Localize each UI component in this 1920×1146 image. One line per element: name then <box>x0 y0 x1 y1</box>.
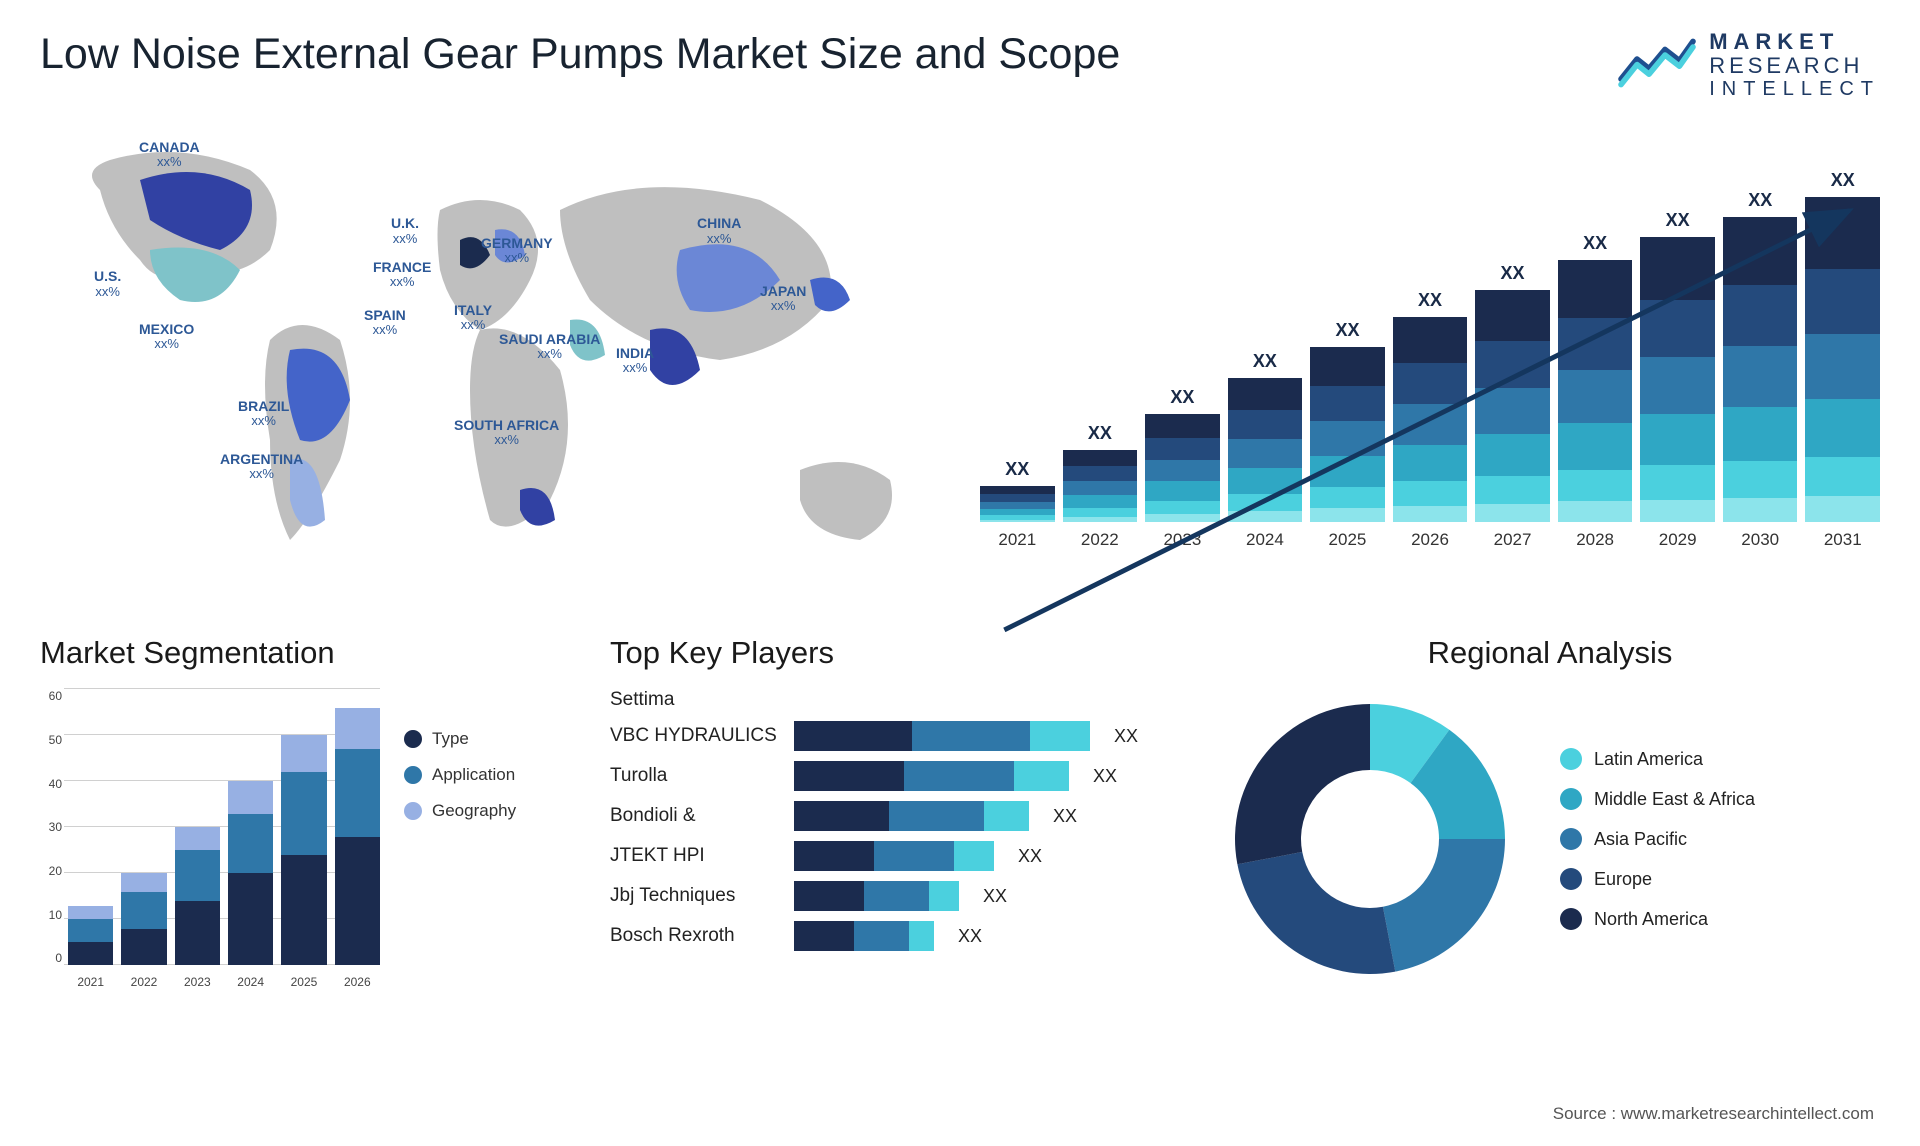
growth-bar: XX2021 <box>980 459 1055 550</box>
regional-legend-item: Europe <box>1560 868 1755 890</box>
brand-logo: MARKET RESEARCH INTELLECT <box>1617 30 1880 100</box>
player-row: Bosch RexrothXX <box>610 921 1170 951</box>
segmentation-legend-item: Application <box>404 765 516 785</box>
segmentation-title: Market Segmentation <box>40 635 560 671</box>
growth-bar-chart: XX2021XX2022XX2023XX2024XX2025XX2026XX20… <box>980 120 1880 600</box>
map-country-label: MEXICOxx% <box>139 322 194 352</box>
top-key-players-panel: Top Key Players Settima VBC HYDRAULICSXX T… <box>610 635 1170 989</box>
growth-bar: XX2028 <box>1558 233 1633 550</box>
source-attribution: Source : www.marketresearchintellect.com <box>1553 1104 1874 1124</box>
map-country-label: U.K.xx% <box>391 216 419 246</box>
player-row: Settima <box>610 689 1170 711</box>
logo-mark-icon <box>1617 33 1697 98</box>
growth-bar: XX2029 <box>1640 210 1715 550</box>
player-row: VBC HYDRAULICSXX <box>610 721 1170 751</box>
regional-legend-item: Middle East & Africa <box>1560 788 1755 810</box>
segmentation-bar-chart: 6050403020100 202120222023202420252026 <box>40 689 380 989</box>
map-country-label: ITALYxx% <box>454 303 492 333</box>
logo-text: MARKET RESEARCH INTELLECT <box>1709 30 1880 100</box>
growth-bar: XX2023 <box>1145 387 1220 550</box>
map-country-label: SAUDI ARABIAxx% <box>499 332 600 362</box>
player-row: JTEKT HPIXX <box>610 841 1170 871</box>
map-country-label: CANADAxx% <box>139 140 200 170</box>
growth-bar: XX2027 <box>1475 263 1550 550</box>
map-country-label: GERMANYxx% <box>481 236 553 266</box>
segmentation-legend: Type Application Geography <box>404 689 516 989</box>
regional-title: Regional Analysis <box>1220 635 1880 671</box>
segmentation-legend-item: Geography <box>404 801 516 821</box>
growth-bar: XX2022 <box>1063 423 1138 550</box>
donut-slice <box>1237 852 1395 974</box>
map-country-label: U.S.xx% <box>94 269 121 299</box>
regional-legend-item: North America <box>1560 908 1755 930</box>
map-country-label: JAPANxx% <box>760 284 806 314</box>
regional-legend-item: Latin America <box>1560 748 1755 770</box>
map-country-label: SOUTH AFRICAxx% <box>454 418 559 448</box>
player-row: Bondioli &XX <box>610 801 1170 831</box>
map-country-label: CHINAxx% <box>697 216 741 246</box>
growth-bar: XX2031 <box>1805 170 1880 550</box>
map-country-label: FRANCExx% <box>373 260 431 290</box>
growth-bar: XX2025 <box>1310 320 1385 550</box>
growth-bar: XX2026 <box>1393 290 1468 550</box>
map-country-label: SPAINxx% <box>364 308 406 338</box>
regional-analysis-panel: Regional Analysis Latin America Middle Ea… <box>1220 635 1880 989</box>
donut-slice <box>1235 704 1370 864</box>
map-country-label: ARGENTINAxx% <box>220 452 303 482</box>
players-title: Top Key Players <box>610 635 1170 671</box>
map-country-label: INDIAxx% <box>616 346 654 376</box>
growth-bar: XX2024 <box>1228 351 1303 550</box>
segmentation-panel: Market Segmentation 6050403020100 202120… <box>40 635 560 989</box>
regional-legend-item: Asia Pacific <box>1560 828 1755 850</box>
page-title: Low Noise External Gear Pumps Market Siz… <box>40 30 1120 79</box>
player-row: Jbj TechniquesXX <box>610 881 1170 911</box>
donut-slice <box>1383 839 1505 972</box>
world-map-panel: CANADAxx% U.S.xx% MEXICOxx% BRAZILxx% ARGENT… <box>40 120 940 600</box>
map-country-label: BRAZILxx% <box>238 399 289 429</box>
segmentation-legend-item: Type <box>404 729 516 749</box>
regional-legend: Latin America Middle East & Africa Asia Pa… <box>1560 748 1755 930</box>
growth-bar: XX2030 <box>1723 190 1798 550</box>
player-row: TurollaXX <box>610 761 1170 791</box>
regional-donut-chart <box>1220 689 1520 989</box>
